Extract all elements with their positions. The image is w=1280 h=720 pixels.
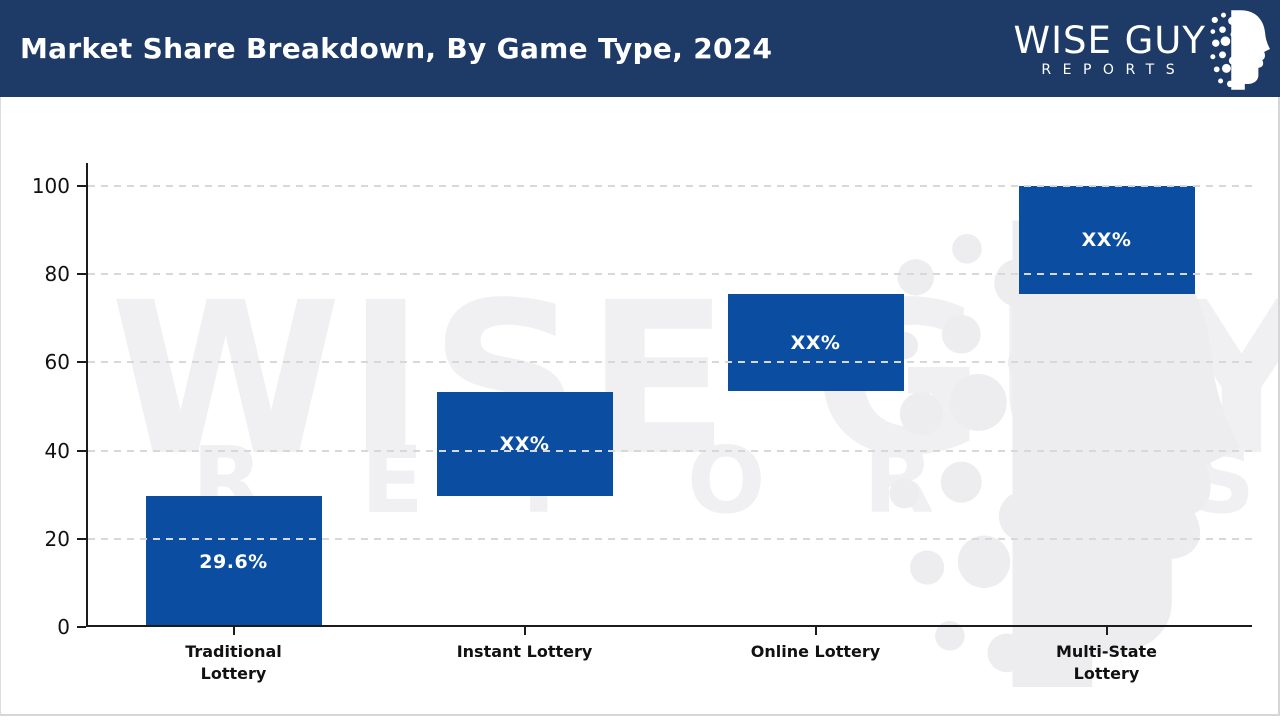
brand-logo: WISE GUY REPORTS: [1014, 7, 1270, 91]
x-tick: [1105, 627, 1108, 635]
chart-area: WISE GUY REPORTS 29.6% Traditional Lotter…: [0, 97, 1280, 720]
bar-value-label: XX%: [499, 433, 550, 456]
chart-plot-area: 29.6% Traditional Lottery XX% Instant Lotte…: [32, 163, 1252, 683]
bar-value-label: 29.6%: [199, 550, 268, 573]
x-tick: [523, 627, 526, 635]
gridline: [88, 449, 1252, 452]
y-tick: [77, 537, 86, 540]
y-tick-label: 20: [44, 526, 70, 551]
bar-multi-state-lottery: XX%: [1018, 186, 1195, 295]
brand-logo-text: WISE GUY REPORTS: [1014, 22, 1206, 77]
brand-name: WISE GUY: [1013, 18, 1206, 62]
x-category-label: Multi-State Lottery: [1055, 642, 1158, 683]
x-category-label: Instant Lottery: [456, 642, 593, 661]
gridline: [88, 537, 1252, 540]
y-tick: [77, 449, 86, 452]
y-tick: [77, 273, 86, 276]
header: Market Share Breakdown, By Game Type, 20…: [0, 0, 1280, 97]
y-tick: [77, 185, 86, 187]
face-profile-dots-icon: [1210, 10, 1270, 90]
x-tick: [814, 627, 817, 635]
y-tick-label: 80: [44, 262, 70, 287]
bar-traditional-lottery: 29.6%: [145, 496, 322, 627]
x-category-label: Online Lottery: [750, 642, 881, 661]
page-title: Market Share Breakdown, By Game Type, 20…: [20, 32, 773, 65]
bar-instant-lottery: XX%: [436, 391, 613, 497]
bar-value-label: XX%: [790, 331, 841, 354]
y-tick-label: 60: [44, 350, 70, 375]
gridline: [88, 185, 1252, 187]
y-tick: [77, 626, 86, 628]
y-axis-line: [86, 163, 88, 627]
gridline: [88, 361, 1252, 364]
gridline: [88, 273, 1252, 276]
y-tick: [77, 361, 86, 364]
x-axis-line: [86, 625, 1252, 627]
y-tick-label: 100: [31, 174, 70, 198]
bar-online-lottery: XX%: [727, 294, 904, 392]
x-tick: [232, 627, 235, 635]
x-category-label: Traditional Lottery: [185, 642, 282, 683]
brand-subname: REPORTS: [1041, 61, 1187, 78]
y-tick-label: 0: [57, 615, 70, 639]
bar-value-label: XX%: [1081, 229, 1132, 252]
watermark-face-profile-dots-icon: [889, 220, 1241, 687]
y-tick-label: 40: [44, 438, 70, 463]
